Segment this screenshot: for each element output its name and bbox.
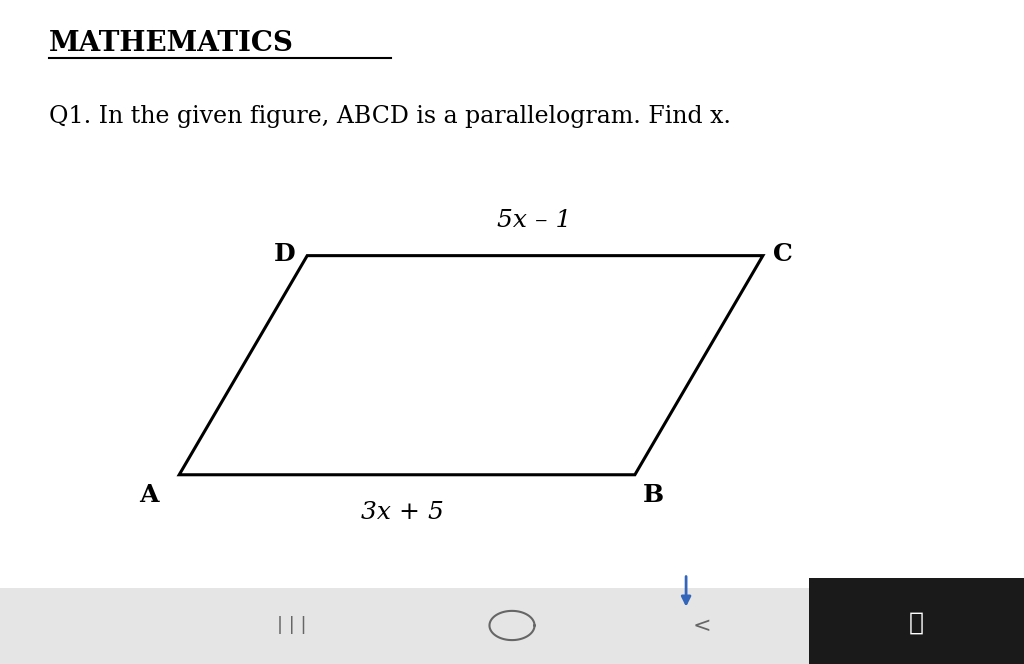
- Text: D: D: [273, 242, 296, 266]
- Text: | | |: | | |: [278, 616, 306, 635]
- Text: C: C: [773, 242, 794, 266]
- Text: 3x + 5: 3x + 5: [361, 501, 443, 524]
- Bar: [809, 578, 1024, 664]
- Text: A: A: [138, 483, 159, 507]
- Text: 5x – 1: 5x – 1: [498, 209, 571, 232]
- Text: Q1. In the given figure, ABCD is a parallelogram. Find x.: Q1. In the given figure, ABCD is a paral…: [49, 105, 731, 127]
- Text: 🔓: 🔓: [909, 611, 924, 635]
- Text: B: B: [643, 483, 664, 507]
- Text: <: <: [692, 616, 711, 635]
- Bar: [0, 588, 1024, 664]
- Text: MATHEMATICS: MATHEMATICS: [49, 30, 294, 56]
